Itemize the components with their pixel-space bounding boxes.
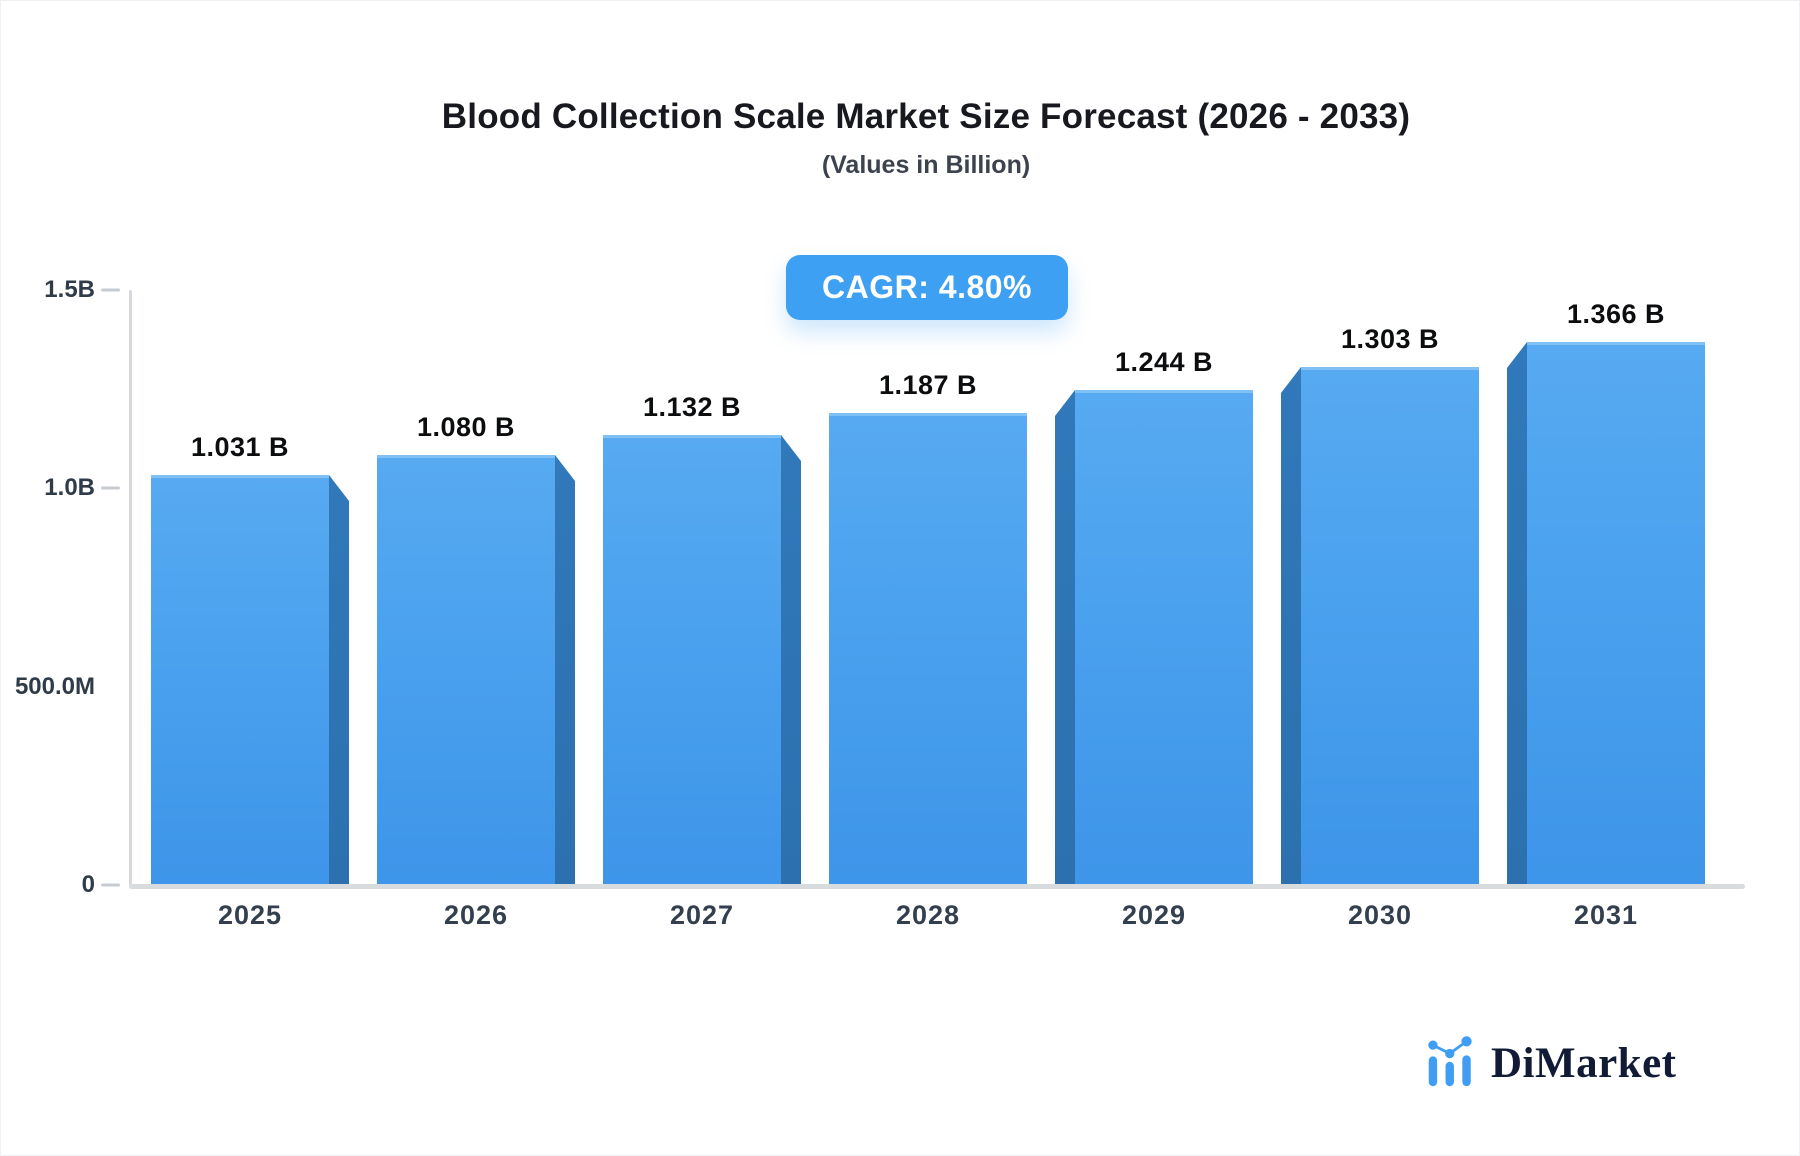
cagr-badge: CAGR: 4.80%: [786, 255, 1068, 320]
bar-2031: [1507, 342, 1705, 884]
bar-face: [1527, 342, 1705, 884]
y-tick-label-2: 500.0M: [14, 672, 95, 700]
bar-face: [603, 435, 781, 884]
bar-face: [151, 475, 329, 884]
y-tick-dash-0: [101, 288, 120, 291]
dimarket-logo-icon: [1425, 1033, 1481, 1094]
y-tick-label-1: 1.0B: [44, 474, 95, 501]
y-axis-line: [129, 290, 132, 886]
x-tick-label-2028: 2028: [895, 900, 961, 930]
y-tick-label-3: 0: [81, 871, 95, 898]
bar-3d-side: [555, 455, 575, 884]
bar-face: [829, 413, 1027, 884]
chart-subtitle: (Values in Billion): [821, 151, 1031, 179]
bar-value-label: 1.080 B: [416, 412, 516, 442]
chart-title: Blood Collection Scale Market Size Forec…: [441, 97, 1411, 136]
bar-2030: [1281, 367, 1479, 884]
bar-3d-side: [1055, 390, 1075, 884]
bar-value-label: 1.187 B: [878, 370, 978, 400]
x-tick-label-2030: 2030: [1347, 900, 1413, 930]
dimarket-logo: DiMarket: [1425, 1033, 1677, 1094]
bar-3d-side: [1507, 342, 1527, 884]
x-tick-label-2029: 2029: [1121, 900, 1187, 930]
y-tick-label-0: 1.5B: [44, 275, 95, 303]
bar-2025: [151, 475, 349, 884]
dimarket-logo-text: DiMarket: [1491, 1040, 1677, 1087]
bar-3d-side: [1281, 367, 1301, 884]
x-tick-label-2031: 2031: [1573, 900, 1639, 930]
bar-2029: [1055, 390, 1253, 884]
bar-value-label: 1.244 B: [1114, 347, 1214, 377]
bar-2027: [603, 435, 801, 884]
y-tick-dash-3: [101, 883, 120, 887]
bar-2028: [829, 413, 1027, 884]
bar-value-label: 1.366 B: [1566, 299, 1666, 329]
bar-face: [1075, 390, 1253, 884]
y-tick-dash-1: [101, 486, 120, 490]
bar-value-label: 1.031 B: [190, 432, 290, 462]
x-axis-line: [129, 884, 1745, 889]
x-tick-label-2026: 2026: [443, 900, 509, 930]
x-tick-label-2025: 2025: [217, 900, 283, 930]
bar-face: [1301, 367, 1479, 884]
bar-value-label: 1.132 B: [642, 392, 742, 422]
bar-face: [377, 455, 555, 884]
bar-2026: [377, 455, 575, 884]
bar-3d-side: [329, 475, 349, 884]
bar-value-label: 1.303 B: [1340, 324, 1440, 354]
x-tick-label-2027: 2027: [669, 900, 735, 930]
bar-plot-area: 1.031 B 2025 1.080 B 2026 1.132 B 2027 1.187 B…: [137, 291, 1719, 930]
bar-3d-side: [781, 435, 801, 884]
